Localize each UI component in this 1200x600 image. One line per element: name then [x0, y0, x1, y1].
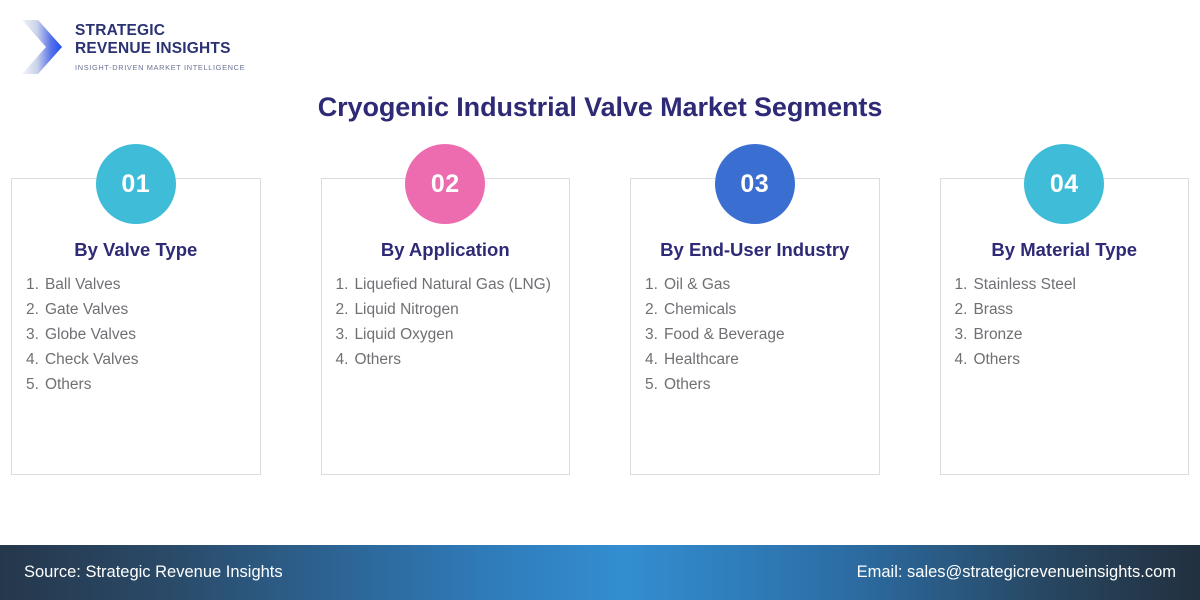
- list-item: 1. Stainless Steel: [955, 272, 1175, 297]
- list-item: 2. Brass: [955, 297, 1175, 322]
- list-item-number: 3.: [645, 326, 658, 344]
- list-item: 5. Others: [645, 372, 865, 397]
- list-item-number: 1.: [645, 276, 658, 293]
- list-item-label: Others: [354, 351, 401, 369]
- list-item-label: Others: [973, 351, 1020, 369]
- list-item: 1. Ball Valves: [26, 272, 246, 297]
- list-item-number: 2.: [954, 301, 968, 319]
- list-item-number: 2.: [335, 301, 349, 319]
- list-item-number: 5.: [26, 376, 39, 394]
- list-item-label: Globe Valves: [44, 326, 136, 344]
- list-item-number: 4.: [26, 351, 39, 369]
- segment-card: 02 By Application 1. Liquefied Natural Gas …: [320, 144, 570, 475]
- list-item: 2. Chemicals: [645, 297, 865, 322]
- list-item-label: Liquid Nitrogen: [354, 301, 459, 319]
- list-item: 4. Healthcare: [645, 347, 865, 372]
- list-item: 5. Others: [26, 372, 246, 397]
- footer-bar: Source: Strategic Revenue Insights Email…: [0, 545, 1200, 600]
- list-item-label: Healthcare: [663, 351, 739, 369]
- segment-card-grid: 01 By Valve Type 1. Ball Valves 2. Gate Valve…: [11, 144, 1189, 475]
- list-item: 1. Oil & Gas: [645, 272, 865, 297]
- list-item: 3. Liquid Oxygen: [336, 322, 556, 347]
- list-item-label: Gate Valves: [44, 301, 129, 319]
- list-item: 4. Others: [955, 347, 1175, 372]
- list-item: 3. Globe Valves: [26, 322, 246, 347]
- list-item-label: Ball Valves: [44, 276, 121, 293]
- list-item-number: 4.: [954, 351, 968, 369]
- segment-card: 03 By End-User Industry 1. Oil & Gas 2. Chemi…: [630, 144, 880, 475]
- segment-card-heading: By Material Type: [991, 239, 1138, 260]
- list-item-label: Oil & Gas: [663, 276, 731, 293]
- list-item: 3. Bronze: [955, 322, 1175, 347]
- segment-item-list: 1. Oil & Gas 2. Chemicals 3. Food & Beverage 4…: [645, 272, 865, 398]
- list-item-number: 1.: [26, 276, 39, 293]
- segment-number-badge: 01: [95, 144, 176, 224]
- list-item-number: 3.: [954, 326, 968, 344]
- list-item-label: Others: [663, 376, 711, 394]
- list-item: 4. Check Valves: [26, 347, 246, 372]
- list-item: 3. Food & Beverage: [645, 322, 865, 347]
- list-item-label: Food & Beverage: [663, 326, 785, 344]
- list-item-number: 5.: [645, 376, 658, 394]
- list-item-label: Bronze: [973, 326, 1023, 344]
- page-title: Cryogenic Industrial Valve Market Segmen…: [317, 92, 883, 122]
- segment-card-heading: By End-User Industry: [660, 239, 850, 260]
- list-item-label: Brass: [973, 301, 1014, 319]
- chevron-right-gradient-icon: [22, 20, 62, 74]
- list-item-label: Stainless Steel: [973, 276, 1076, 293]
- segment-item-list: 1. Ball Valves 2. Gate Valves 3. Globe Valves…: [26, 272, 246, 398]
- segment-number-badge: 02: [405, 144, 486, 224]
- list-item-number: 1.: [954, 276, 968, 293]
- list-item-label: Check Valves: [44, 351, 139, 369]
- segment-number-badge: 03: [714, 144, 795, 224]
- list-item-number: 1.: [335, 276, 349, 293]
- segment-card: 01 By Valve Type 1. Ball Valves 2. Gate Valve…: [11, 144, 261, 475]
- brand-tagline: INSIGHT-DRIVEN MARKET INTELLIGENCE: [75, 62, 246, 72]
- list-item: 4. Others: [336, 347, 556, 372]
- list-item-number: 3.: [335, 326, 349, 344]
- segment-item-list: 1. Liquefied Natural Gas (LNG) 2. Liquid Ni…: [336, 272, 556, 372]
- list-item: 1. Liquefied Natural Gas (LNG): [336, 272, 556, 297]
- segment-number-badge: 04: [1024, 144, 1105, 224]
- segment-card: 04 By Material Type 1. Stainless Steel 2. Bra…: [939, 144, 1189, 475]
- list-item-label: Liquefied Natural Gas (LNG): [354, 276, 551, 293]
- brand-logo: STRATEGIC REVENUE INSIGHTS INSIGHT-DRIVE…: [18, 18, 245, 76]
- brand-name-line2: REVENUE INSIGHTS: [75, 39, 231, 57]
- list-item-number: 3.: [26, 326, 39, 344]
- list-item-number: 2.: [645, 301, 658, 319]
- list-item-number: 2.: [26, 301, 39, 319]
- list-item: 2. Liquid Nitrogen: [336, 297, 556, 322]
- segment-card-heading: By Application: [380, 239, 510, 260]
- list-item-number: 4.: [335, 351, 349, 369]
- segment-card-heading: By Valve Type: [74, 239, 198, 260]
- brand-name-line1: STRATEGIC: [75, 22, 166, 40]
- list-item: 2. Gate Valves: [26, 297, 246, 322]
- brand-wordmark: STRATEGIC REVENUE INSIGHTS INSIGHT-DRIVE…: [75, 22, 245, 72]
- footer-email[interactable]: Email: sales@strategicrevenueinsights.co…: [856, 563, 1176, 581]
- footer-source: Source: Strategic Revenue Insights: [24, 563, 283, 581]
- list-item-number: 4.: [645, 351, 658, 369]
- segment-item-list: 1. Stainless Steel 2. Brass 3. Bronze 4. Others: [955, 272, 1175, 372]
- list-item-label: Chemicals: [663, 301, 737, 319]
- list-item-label: Liquid Oxygen: [354, 326, 454, 344]
- list-item-label: Others: [44, 376, 92, 394]
